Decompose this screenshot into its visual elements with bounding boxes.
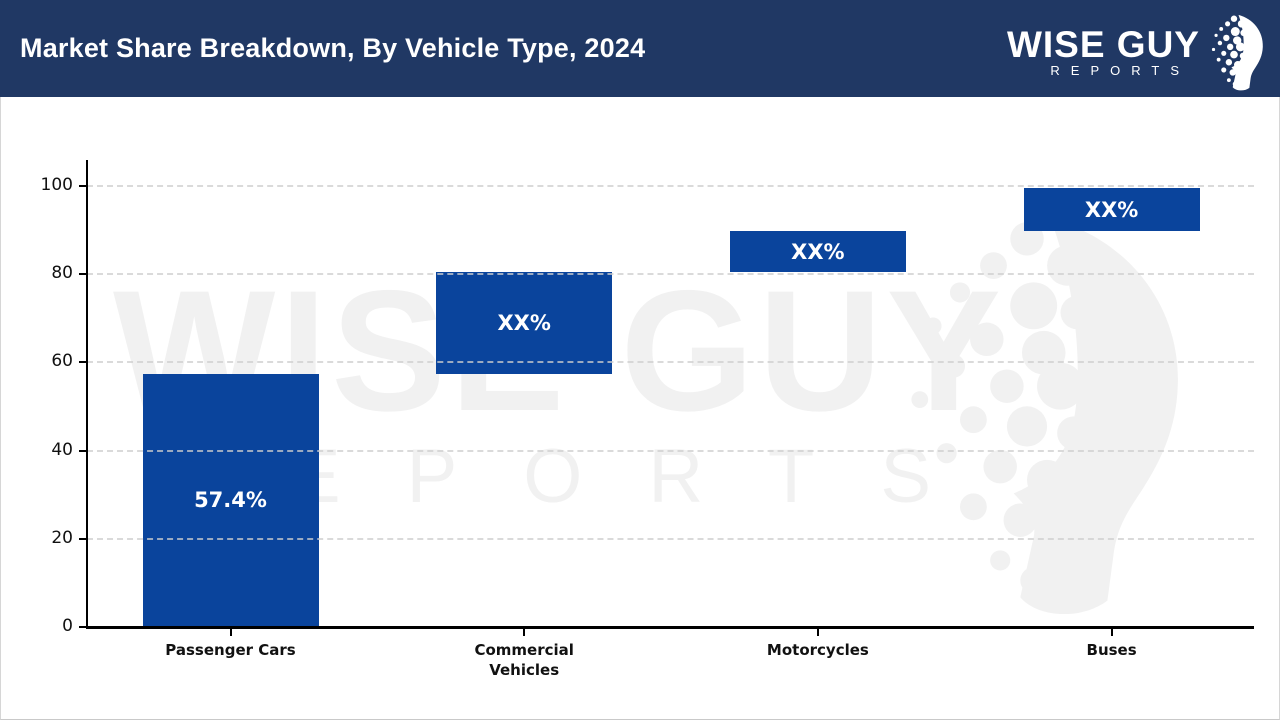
y-tick	[79, 537, 87, 540]
x-tick	[523, 629, 526, 636]
y-tick-label: 0	[62, 616, 73, 636]
y-tick-label: 20	[51, 527, 73, 548]
y-tick	[79, 273, 87, 276]
gridline	[87, 537, 1254, 540]
logo-subtext: REPORTS	[1050, 63, 1190, 78]
bar	[142, 373, 319, 627]
brand-logo: WISE GUY REPORTS	[1006, 6, 1268, 94]
x-category-label: Motorcycles	[766, 641, 869, 659]
y-tick-label: 100	[40, 175, 73, 195]
page-title: Market Share Breakdown, By Vehicle Type,…	[20, 33, 646, 63]
gridline	[87, 449, 1254, 452]
gridline	[87, 361, 1254, 364]
y-tick	[79, 185, 87, 187]
bar-value-label: XX%	[791, 239, 845, 264]
bar-value-label: XX%	[497, 311, 551, 336]
y-tick	[79, 449, 87, 452]
logo-wordmark: WISE GUY	[1006, 24, 1200, 65]
y-axis-line	[86, 160, 88, 629]
x-tick	[816, 629, 819, 636]
y-tick-label: 40	[51, 439, 73, 460]
y-tick-label: 60	[51, 351, 73, 372]
bar-value-label: 57.4%	[194, 488, 267, 513]
x-category-label: Commercial Vehicles	[474, 641, 574, 679]
header: Market Share Breakdown, By Vehicle Type,…	[0, 0, 1280, 97]
head-logo-icon	[1211, 14, 1263, 91]
y-tick-label: 80	[51, 263, 73, 284]
y-tick	[79, 626, 87, 628]
bar-value-label: XX%	[1084, 197, 1139, 222]
x-category-label: Buses	[1086, 641, 1137, 659]
x-axis-line	[86, 626, 1254, 629]
y-tick	[79, 361, 87, 364]
gridline	[87, 273, 1254, 276]
bar	[729, 231, 906, 273]
bar	[436, 272, 613, 374]
x-tick	[229, 629, 232, 636]
x-tick	[1110, 629, 1113, 636]
x-category-label: Passenger Cars	[165, 641, 296, 659]
gridline	[87, 185, 1254, 187]
